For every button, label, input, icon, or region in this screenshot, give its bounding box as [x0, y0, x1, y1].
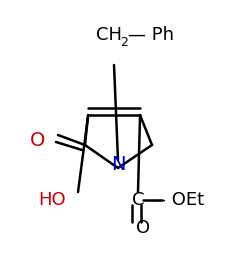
Text: CH: CH [96, 26, 122, 44]
Text: 2: 2 [120, 35, 128, 48]
Text: O: O [30, 131, 46, 149]
Text: C: C [132, 191, 144, 209]
Text: — OEt: — OEt [148, 191, 204, 209]
Text: HO: HO [38, 191, 66, 209]
Text: — Ph: — Ph [128, 26, 174, 44]
Text: N: N [111, 155, 125, 175]
Text: O: O [136, 219, 150, 237]
